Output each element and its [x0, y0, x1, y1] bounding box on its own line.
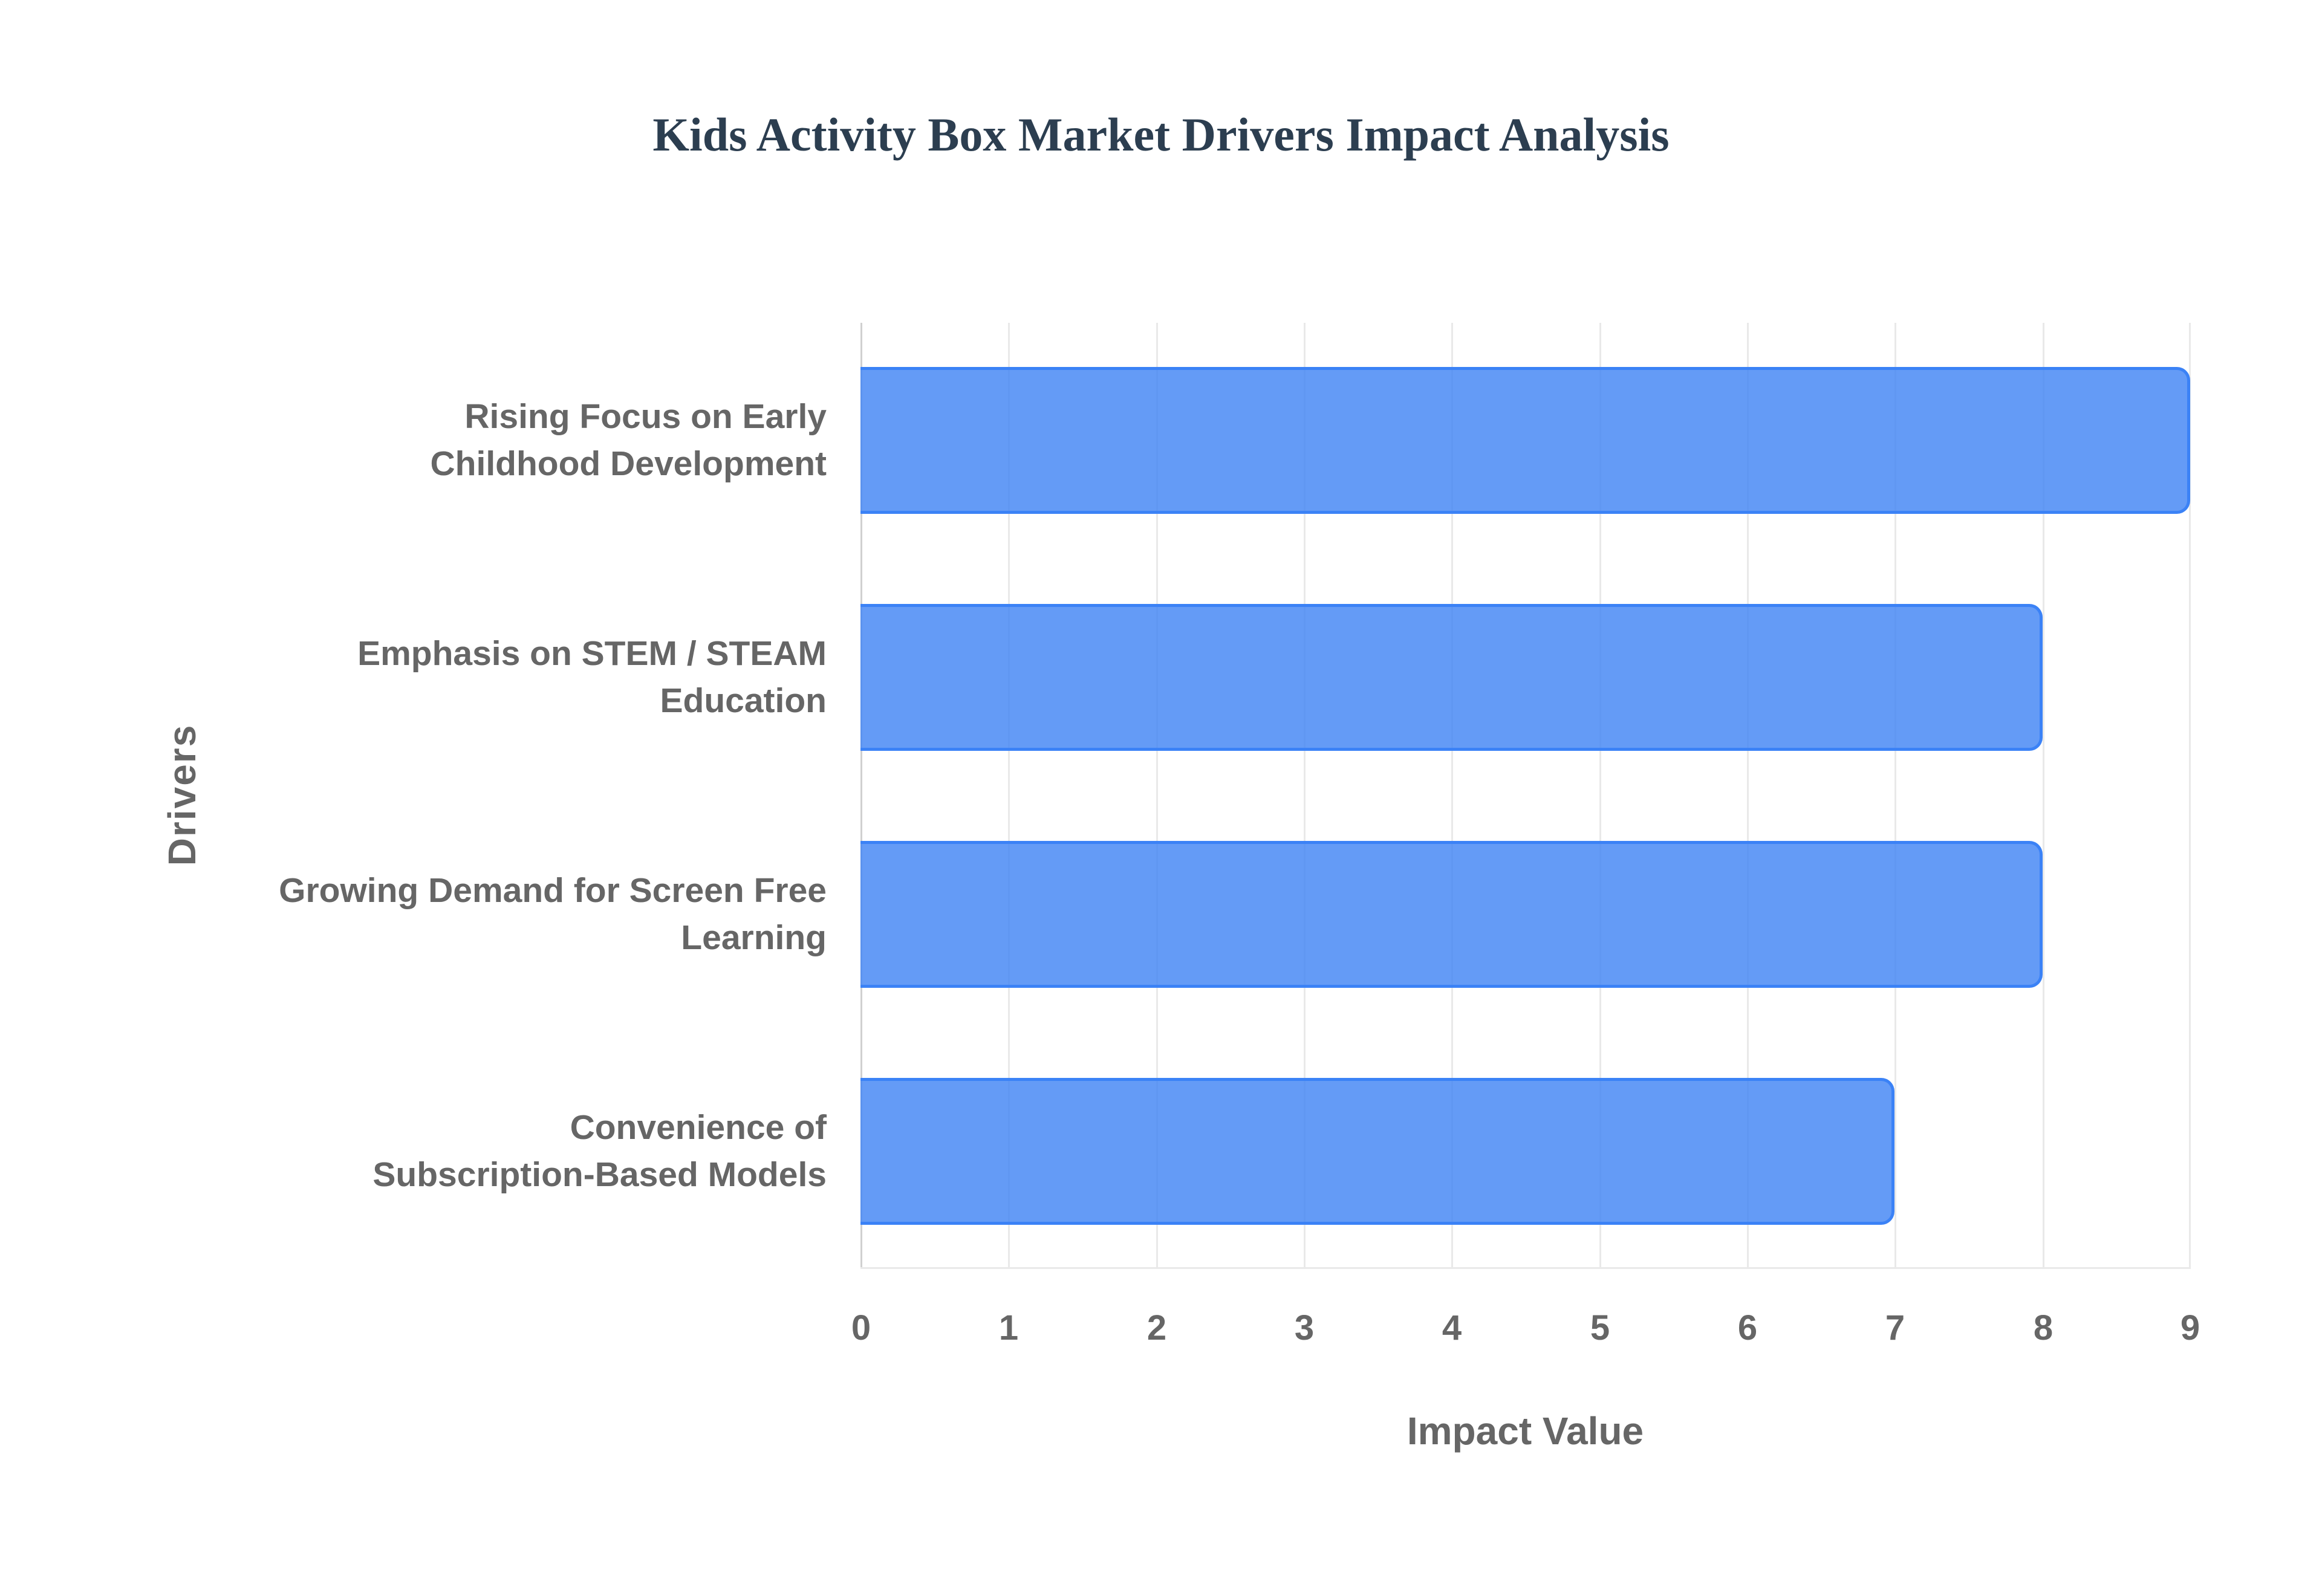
- bar-subscription[interactable]: [860, 1078, 1895, 1225]
- gridline: [860, 323, 862, 1269]
- x-tick-label: 9: [2180, 1308, 2200, 1348]
- y-tick-label-line: Childhood Development: [430, 444, 827, 483]
- y-tick-label: Convenience of Subscription-Based Models: [161, 1104, 827, 1198]
- chart-title: Kids Activity Box Market Drivers Impact …: [652, 108, 1670, 161]
- y-tick-label-line: Subscription-Based Models: [372, 1155, 827, 1194]
- gridline: [1304, 323, 1306, 1269]
- gridline: [2043, 323, 2044, 1269]
- y-tick-label-line: Learning: [681, 918, 827, 957]
- x-axis-title: Impact Value: [1407, 1409, 1644, 1453]
- y-tick-label: Rising Focus on Early Childhood Developm…: [161, 393, 827, 487]
- y-tick-label-line: Education: [660, 681, 827, 720]
- y-tick-label-line: Rising Focus on Early: [464, 397, 827, 436]
- y-tick-label-line: Convenience of: [570, 1108, 827, 1147]
- y-tick-label-line: Growing Demand for Screen Free: [279, 871, 827, 910]
- gridline: [1894, 323, 1896, 1269]
- gridline: [1599, 323, 1601, 1269]
- x-axis-line: [860, 1267, 2190, 1269]
- y-tick-label: Emphasis on STEM / STEAM Education: [161, 630, 827, 724]
- x-tick-label: 2: [1146, 1308, 1167, 1348]
- x-tick-label: 3: [1294, 1308, 1315, 1348]
- x-tick-label: 7: [1885, 1308, 1905, 1348]
- x-tick-label: 1: [998, 1308, 1019, 1348]
- y-tick-label: Growing Demand for Screen Free Learning: [161, 867, 827, 961]
- gridline: [2189, 323, 2191, 1269]
- x-tick-label: 8: [2033, 1308, 2054, 1348]
- plot-area: [860, 323, 2191, 1269]
- bar-screen-free[interactable]: [860, 841, 2043, 988]
- gridline: [1747, 323, 1749, 1269]
- y-tick-label-line: Emphasis on STEM / STEAM: [357, 634, 827, 673]
- gridline: [1156, 323, 1158, 1269]
- gridline: [1008, 323, 1010, 1269]
- x-tick-label: 4: [1442, 1308, 1462, 1348]
- y-axis-title: Drivers: [160, 724, 204, 866]
- bar-stem-steam[interactable]: [860, 604, 2043, 751]
- gridline: [1451, 323, 1453, 1269]
- x-tick-label: 5: [1590, 1308, 1610, 1348]
- x-tick-label: 6: [1737, 1308, 1758, 1348]
- bar-early-childhood[interactable]: [860, 367, 2190, 514]
- x-tick-label: 0: [851, 1308, 871, 1348]
